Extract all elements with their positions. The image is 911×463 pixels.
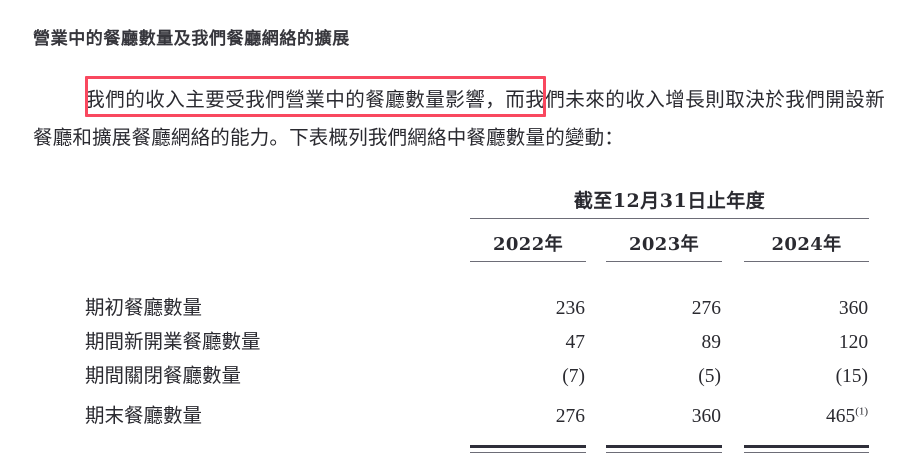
bottom-rule-2022 bbox=[470, 439, 586, 453]
gap-2 bbox=[722, 394, 744, 439]
cell-opened-2024: 120 bbox=[838, 332, 869, 353]
table-row: 期間關閉餐廳數量 (7) (5) (15) bbox=[0, 360, 911, 394]
table-row: 期初餐廳數量 236 276 360 bbox=[0, 292, 911, 326]
header-body-spacer bbox=[0, 262, 911, 293]
gap-1 bbox=[586, 439, 606, 453]
cell-closed-2023: (5) bbox=[698, 366, 721, 387]
cell-closing-2024-wrap: 465(1) bbox=[744, 394, 869, 439]
cell-closed-2024: (15) bbox=[835, 366, 869, 387]
gap-2 bbox=[722, 292, 744, 326]
highlighted-sentence: 我們的收入主要受我們營業中的餐廳數量影響， bbox=[85, 90, 506, 111]
bottom-rule-2023 bbox=[606, 439, 722, 453]
column-header-2022: 2022年 bbox=[470, 218, 586, 262]
gap-1 bbox=[586, 394, 606, 439]
cell-opening-2022: 236 bbox=[555, 298, 585, 319]
gap-1 bbox=[586, 360, 606, 394]
rule-spacer bbox=[0, 439, 470, 453]
cell-closed-2022: (7) bbox=[562, 366, 585, 387]
cell-closing-2022: 276 bbox=[555, 406, 585, 427]
row-label-newly-opened: 期間新開業餐廳數量 bbox=[85, 332, 261, 353]
body-paragraph: 我們的收入主要受我們營業中的餐廳數量影響，而我們未來的收入增長則取決於我們開設新… bbox=[33, 82, 885, 158]
cell-closing-2023: 360 bbox=[691, 406, 721, 427]
year-header-spacer bbox=[0, 219, 470, 262]
row-label-closed: 期間關閉餐廳數量 bbox=[85, 366, 242, 387]
page-title: 營業中的餐廳數量及我們餐廳網絡的擴展 bbox=[33, 29, 350, 49]
footnote-marker: (1) bbox=[855, 405, 869, 418]
year-header-pad bbox=[869, 219, 911, 262]
bottom-rule-2024 bbox=[744, 439, 870, 453]
cell-opening-2024: 360 bbox=[838, 298, 869, 319]
row-pad bbox=[869, 394, 911, 439]
row-label-closing-count: 期末餐廳數量 bbox=[85, 406, 203, 427]
gap-1 bbox=[586, 292, 606, 326]
gap-1 bbox=[586, 326, 606, 360]
period-header: 截至12月31日止年度 bbox=[470, 186, 870, 219]
cell-closing-2024: 465 bbox=[825, 406, 856, 427]
gap-2 bbox=[722, 326, 744, 360]
rule-pad bbox=[869, 439, 911, 453]
table-row: 期間新開業餐廳數量 47 89 120 bbox=[0, 326, 911, 360]
header-pad bbox=[869, 186, 911, 219]
gap-2 bbox=[722, 360, 744, 394]
spacer-cell bbox=[0, 262, 911, 293]
row-label-opening-count: 期初餐廳數量 bbox=[85, 298, 203, 319]
cell-opened-2022: 47 bbox=[565, 332, 586, 353]
row-pad bbox=[869, 360, 911, 394]
gap-2 bbox=[722, 219, 744, 262]
table-row: 期末餐廳數量 276 360 465(1) bbox=[0, 394, 911, 439]
header-spacer bbox=[0, 186, 470, 219]
gap-2 bbox=[722, 439, 744, 453]
table-header-year-row: 2022年 2023年 2024年 bbox=[0, 218, 911, 262]
table-bottom-rule-row bbox=[0, 439, 911, 453]
row-pad bbox=[869, 326, 911, 360]
gap-1 bbox=[586, 219, 606, 262]
cell-opened-2023: 89 bbox=[701, 332, 722, 353]
paragraph-remainder: 而我們未來的收入增長則取決於我們開設新餐廳和擴展餐廳網絡的能力。下表概列我們網絡… bbox=[33, 90, 885, 149]
column-header-2024: 2024年 bbox=[744, 218, 870, 262]
table-header-period-row: 截至12月31日止年度 bbox=[0, 186, 911, 219]
cell-opening-2023: 276 bbox=[691, 298, 721, 319]
double-rule bbox=[470, 444, 586, 453]
double-rule bbox=[606, 444, 722, 453]
restaurant-count-table: 截至12月31日止年度 2022年 2023年 2024年 期初餐廳數量 236… bbox=[0, 186, 911, 453]
column-header-2023: 2023年 bbox=[606, 218, 722, 262]
row-pad bbox=[869, 292, 911, 326]
double-rule bbox=[744, 444, 870, 453]
